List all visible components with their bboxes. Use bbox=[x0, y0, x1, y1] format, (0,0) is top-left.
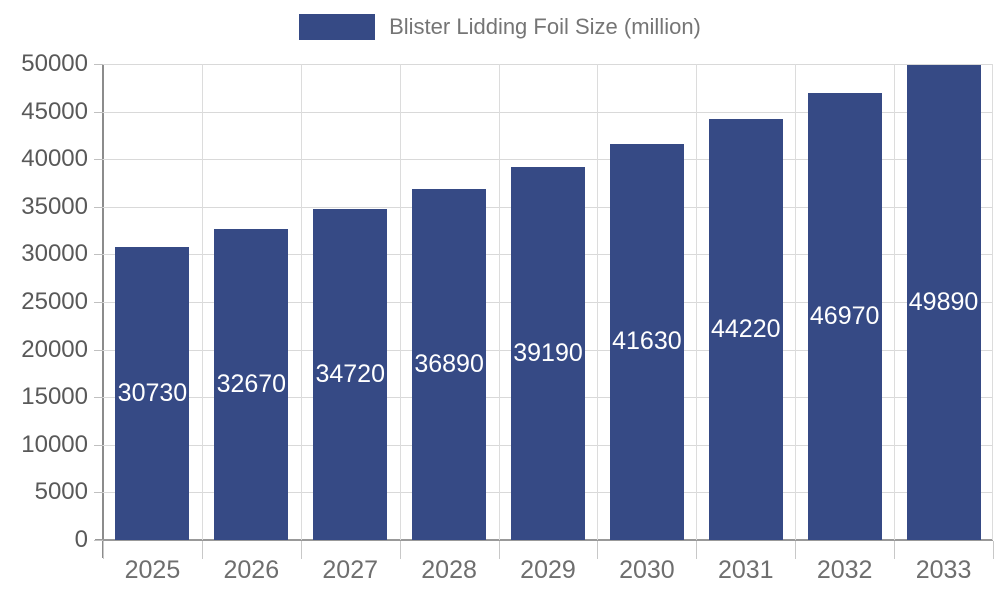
x-tick-mark bbox=[795, 541, 797, 559]
x-tick-mark bbox=[399, 541, 401, 559]
bar-value-label: 49890 bbox=[908, 288, 979, 317]
y-tick-label: 45000 bbox=[21, 97, 88, 125]
y-tick-mark bbox=[94, 492, 103, 494]
legend[interactable]: Blister Lidding Foil Size (million) bbox=[0, 14, 1000, 40]
gridline-vertical bbox=[201, 64, 203, 540]
y-tick-label: 0 bbox=[74, 526, 88, 553]
gridline-vertical bbox=[498, 64, 500, 540]
x-tick-mark bbox=[103, 541, 104, 559]
y-tick-mark bbox=[94, 540, 103, 541]
bar-2026[interactable]: 32670 bbox=[214, 228, 289, 540]
bar-value-label: 32670 bbox=[216, 369, 287, 398]
x-tick-label: 2031 bbox=[717, 556, 774, 584]
gridline-horizontal bbox=[103, 159, 993, 161]
legend-label: Blister Lidding Foil Size (million) bbox=[389, 14, 701, 39]
bar-value-label: 44220 bbox=[711, 315, 781, 344]
y-tick-mark bbox=[94, 397, 103, 399]
x-tick-mark bbox=[597, 541, 599, 559]
y-tick-label: 25000 bbox=[21, 288, 88, 315]
y-tick-mark bbox=[94, 302, 103, 303]
bar-2028[interactable]: 36890 bbox=[412, 188, 487, 540]
x-tick-label: 2033 bbox=[915, 556, 972, 584]
y-tick-label: 50000 bbox=[21, 50, 88, 77]
bar-2030[interactable]: 41630 bbox=[609, 143, 684, 540]
y-tick-mark bbox=[94, 111, 103, 113]
bar-value-label: 41630 bbox=[612, 327, 682, 356]
gridline-vertical bbox=[399, 64, 401, 540]
x-tick-mark bbox=[696, 541, 698, 559]
y-tick-label: 10000 bbox=[21, 430, 88, 458]
gridline-vertical bbox=[894, 64, 896, 540]
gridline-horizontal bbox=[103, 64, 993, 65]
y-axis-line bbox=[102, 64, 104, 558]
bar-2033[interactable]: 49890 bbox=[906, 65, 981, 540]
y-tick-mark bbox=[94, 444, 103, 446]
x-tick-label: 2026 bbox=[223, 556, 280, 584]
x-tick-mark bbox=[201, 541, 203, 559]
bar-value-label: 46970 bbox=[809, 301, 880, 330]
x-tick-mark bbox=[894, 541, 896, 559]
y-tick-mark bbox=[94, 254, 103, 256]
x-tick-label: 2027 bbox=[322, 556, 379, 584]
x-axis-line bbox=[95, 539, 993, 541]
gridline-vertical bbox=[597, 64, 599, 540]
x-tick-label: 2030 bbox=[619, 556, 675, 584]
y-tick-label: 35000 bbox=[21, 192, 88, 220]
gridline-vertical bbox=[992, 64, 993, 540]
bar-2029[interactable]: 39190 bbox=[511, 166, 585, 540]
x-tick-mark bbox=[300, 541, 302, 559]
x-tick-mark bbox=[993, 541, 994, 559]
plot-area: 30730 32670 34720 36890 39190 41630 44220 46970… bbox=[103, 64, 993, 540]
legend-swatch-icon bbox=[299, 14, 376, 40]
bar-2031[interactable]: 44220 bbox=[708, 119, 783, 540]
y-tick-mark bbox=[94, 349, 103, 351]
x-tick-label: 2032 bbox=[816, 556, 873, 584]
bar-2025[interactable]: 30730 bbox=[115, 247, 190, 540]
y-tick-mark bbox=[94, 64, 103, 65]
x-tick-label: 2025 bbox=[124, 556, 181, 584]
y-tick-label: 15000 bbox=[21, 383, 88, 411]
y-tick-mark bbox=[94, 206, 103, 208]
bar-2032[interactable]: 46970 bbox=[807, 92, 882, 540]
gridline-vertical bbox=[795, 64, 797, 540]
x-tick-label: 2028 bbox=[421, 556, 477, 584]
gridline-vertical bbox=[300, 64, 302, 540]
y-tick-label: 40000 bbox=[21, 145, 88, 173]
gridline-vertical bbox=[696, 64, 698, 540]
y-tick-mark bbox=[94, 159, 103, 161]
y-tick-label: 5000 bbox=[34, 478, 88, 506]
gridline-horizontal bbox=[103, 111, 993, 113]
y-tick-label: 30000 bbox=[21, 240, 88, 268]
x-tick-mark bbox=[498, 541, 500, 559]
bar-value-label: 34720 bbox=[315, 360, 385, 389]
bar-value-label: 36890 bbox=[414, 349, 484, 378]
x-tick-label: 2029 bbox=[520, 556, 576, 584]
bar-value-label: 39190 bbox=[513, 338, 583, 367]
y-tick-label: 20000 bbox=[21, 335, 88, 363]
bar-2027[interactable]: 34720 bbox=[313, 209, 388, 540]
bar-value-label: 30730 bbox=[117, 379, 188, 408]
